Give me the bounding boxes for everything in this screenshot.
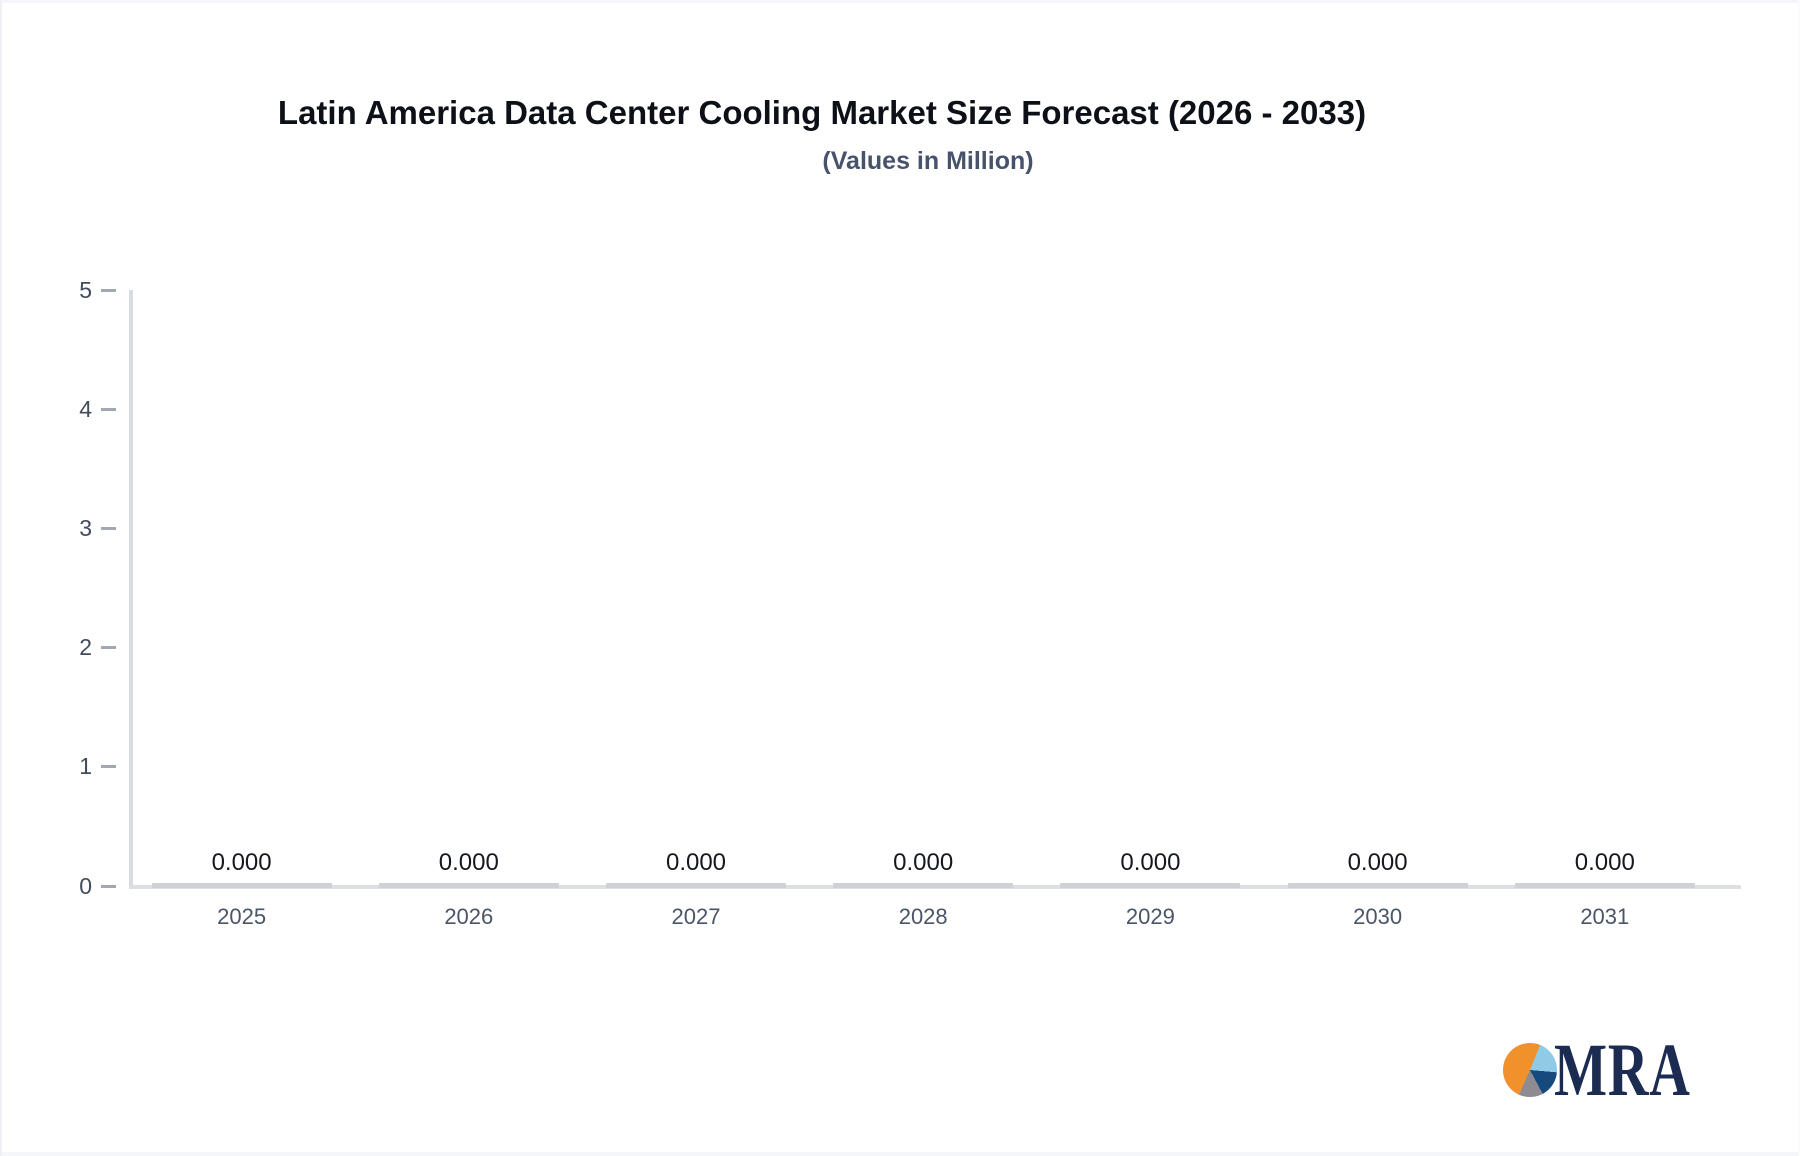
bar <box>1514 883 1695 888</box>
y-tick-dash <box>101 765 116 769</box>
bar-value-label: 0.000 <box>211 849 272 876</box>
page-edge-left <box>0 0 2 1156</box>
x-tick-label: 2025 <box>217 904 267 929</box>
y-tick-label: 2 <box>79 634 92 661</box>
page-edge-bottom <box>0 1152 1800 1156</box>
logo-text: MRA <box>1554 1029 1691 1112</box>
bar <box>833 883 1014 888</box>
chart-subtitle: (Values in Million) <box>822 147 1034 175</box>
bar-value-label: 0.000 <box>1347 849 1408 876</box>
page-edge-right <box>1798 0 1800 1156</box>
page-edge-top <box>0 0 1800 3</box>
y-tick-label: 3 <box>79 514 92 541</box>
x-tick-label: 2028 <box>898 904 948 929</box>
x-tick-label: 2030 <box>1353 904 1403 929</box>
bar-value-label: 0.000 <box>438 849 499 876</box>
bar-value-label: 0.000 <box>893 849 954 876</box>
y-tick-label: 0 <box>79 872 92 899</box>
bar <box>1287 883 1468 888</box>
x-tick-label: 2029 <box>1125 904 1175 929</box>
bar-value-label: 0.000 <box>1120 849 1181 876</box>
x-tick-label: 2027 <box>671 904 721 929</box>
y-tick-dash <box>101 526 116 530</box>
bar-value-label: 0.000 <box>1574 849 1635 876</box>
y-tick-dash <box>101 884 116 888</box>
brand-logo: MRA <box>1503 1016 1763 1126</box>
y-tick-label: 1 <box>79 753 92 780</box>
bar <box>606 883 786 888</box>
chart-title: Latin America Data Center Cooling Market… <box>277 94 1367 131</box>
y-tick-label: 5 <box>79 276 92 303</box>
y-tick-label: 4 <box>79 395 92 422</box>
x-tick-label: 2031 <box>1580 904 1630 929</box>
y-axis-line <box>129 290 133 889</box>
x-tick-label: 2026 <box>444 904 494 929</box>
bar <box>1060 883 1241 888</box>
y-tick-dash <box>101 407 116 411</box>
bar-value-label: 0.000 <box>665 849 727 876</box>
bar <box>151 883 332 888</box>
bar <box>378 883 559 888</box>
y-tick-dash <box>101 646 116 650</box>
logo-pie-icon <box>1503 1043 1557 1097</box>
y-tick-dash <box>101 288 116 292</box>
